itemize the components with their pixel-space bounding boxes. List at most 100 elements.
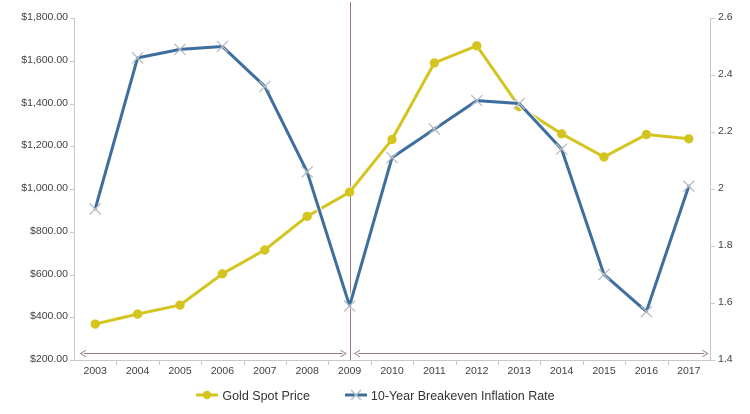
left-axis-tick-label: $1,200.00 (21, 139, 68, 152)
x-axis-tick-label: 2016 (634, 365, 659, 377)
data-point-marker (472, 41, 482, 51)
data-point-marker (428, 123, 441, 135)
series-line-halo (92, 43, 692, 315)
legend-item-breakeven-inflation-rate[interactable]: 10-Year Breakeven Inflation Rate (344, 388, 555, 405)
data-point-marker (302, 211, 312, 222)
x-axis-tick-mark (455, 361, 457, 365)
x-axis-tick-label: 2008 (295, 365, 319, 377)
legend-x-marker-icon (344, 388, 368, 405)
data-point-marker (684, 134, 694, 144)
x-axis-tick-mark (328, 361, 330, 365)
legend-label: 10-Year Breakeven Inflation Rate (370, 389, 555, 404)
left-axis-tick-mark (70, 231, 74, 233)
x-axis-tick-label: 2017 (677, 365, 701, 377)
series-breakeven-inflation-rate (89, 40, 695, 318)
x-axis-tick-mark (158, 361, 160, 365)
chart-legend: Gold Spot Price 10-Year Breakeven Inflati… (0, 388, 750, 405)
left-axis-tick-label: $200.00 (30, 353, 68, 365)
x-axis-tick-label: 2011 (423, 365, 446, 377)
data-point-marker (344, 187, 355, 197)
right-axis-tick-label: 1.4 (718, 353, 733, 365)
era-arrow-left (79, 349, 347, 358)
data-point-marker (343, 300, 356, 312)
left-axis-tick-mark (70, 60, 74, 62)
era-divider-line (349, 2, 351, 360)
left-axis-tick-label: $1,800.00 (21, 11, 68, 23)
right-axis-tick-label: 2.2 (718, 125, 733, 137)
data-point-marker (258, 80, 271, 93)
x-axis-tick-mark (667, 361, 669, 365)
series-gold-spot-price (90, 41, 694, 329)
data-point-marker (641, 129, 652, 140)
left-axis-tick-label: $1,400.00 (21, 96, 68, 109)
series-line-halo (92, 43, 692, 327)
left-axis-line (74, 18, 75, 361)
right-axis-tick-mark (711, 303, 715, 304)
right-axis-tick-label: 1.6 (718, 296, 733, 308)
right-axis-tick-mark (711, 132, 715, 133)
data-point-marker (386, 151, 398, 164)
x-axis-tick-label: 2009 (337, 365, 362, 377)
series-line (93, 45, 691, 314)
data-point-marker (682, 180, 695, 192)
right-axis-line (710, 18, 711, 361)
x-axis-tick-mark (540, 361, 542, 365)
right-axis-tick-label: 2.4 (718, 68, 733, 80)
x-axis-tick-mark (498, 361, 499, 365)
era-arrow-right (353, 349, 709, 358)
data-point-marker (555, 143, 568, 155)
right-axis-tick-mark (711, 360, 715, 361)
right-axis-tick-label: 2 (718, 182, 724, 194)
data-point-marker (89, 203, 102, 215)
left-axis-tick-label: $400.00 (30, 310, 68, 323)
left-axis-tick-mark (70, 274, 74, 276)
left-axis-tick-mark (70, 103, 74, 105)
x-axis-tick-mark (625, 361, 627, 365)
right-axis-tick-label: 1.8 (718, 239, 733, 251)
x-axis-tick-mark (243, 361, 245, 365)
left-axis-tick-mark (70, 146, 74, 148)
legend-label: Gold Spot Price (222, 389, 310, 404)
x-axis-tick-label: 2006 (210, 365, 235, 377)
x-axis-line (74, 360, 711, 361)
left-axis-tick-label: $1,000.00 (21, 182, 68, 194)
data-point-marker (174, 43, 186, 56)
left-axis-tick-mark (70, 18, 74, 19)
x-axis-tick-mark (201, 361, 203, 365)
data-point-marker (132, 309, 143, 319)
data-point-marker (598, 268, 610, 281)
x-axis-tick-label: 2015 (592, 365, 616, 377)
x-axis-tick-label: 2003 (83, 365, 107, 377)
data-point-marker (387, 134, 397, 145)
right-axis-tick-mark (711, 75, 715, 76)
left-axis-tick-mark (70, 317, 74, 319)
right-axis-tick-mark (711, 246, 715, 247)
left-axis-tick-label: $600.00 (30, 267, 68, 280)
data-point-marker (131, 52, 144, 64)
legend-item-gold-spot-price[interactable]: Gold Spot Price (195, 388, 310, 405)
series-svg (89, 40, 695, 329)
x-axis-tick-label: 2007 (253, 365, 277, 377)
x-axis-tick-mark (116, 361, 118, 365)
data-point-marker (216, 40, 229, 53)
data-point-marker (217, 269, 228, 279)
data-point-marker (640, 305, 653, 318)
left-axis-tick-label: $800.00 (30, 224, 68, 237)
x-axis-tick-mark (370, 361, 372, 365)
data-point-marker (513, 97, 526, 110)
data-point-marker (175, 300, 185, 310)
left-axis-tick-label: $1,600.00 (21, 53, 68, 66)
x-axis-tick-mark (286, 361, 287, 365)
x-axis-tick-mark (582, 361, 584, 365)
x-axis-tick-label: 2012 (465, 365, 489, 377)
right-axis-tick-label: 2.6 (718, 11, 733, 23)
x-axis-tick-mark (413, 361, 415, 365)
right-axis-tick-mark (711, 189, 715, 190)
data-point-marker (260, 245, 270, 255)
left-axis-tick-mark (70, 189, 74, 190)
x-axis-tick-label: 2010 (380, 365, 404, 377)
data-point-marker (556, 129, 567, 139)
data-point-marker (429, 58, 440, 68)
left-axis-tick-mark (70, 360, 74, 361)
